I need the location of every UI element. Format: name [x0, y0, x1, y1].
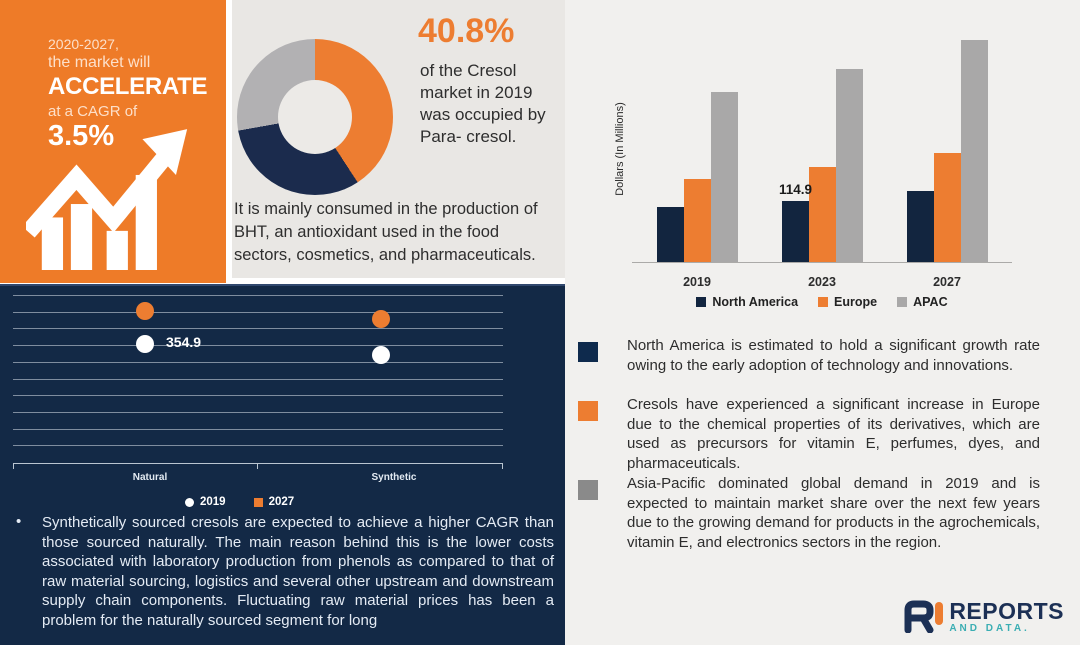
bar-2019-north-america: [657, 207, 684, 262]
legend-item-2019: 2019: [185, 496, 226, 508]
bullet-icon: •: [16, 513, 22, 530]
dot-data-label: 354.9: [166, 334, 202, 350]
cagr-promo-box: 2020-2027, the market will ACCELERATE at…: [0, 0, 226, 283]
axis-tick: [502, 464, 503, 469]
legend-marker-icon: [185, 497, 194, 507]
promo-years: 2020-2027,: [48, 36, 119, 52]
gridline: [13, 429, 503, 430]
dot-synthetic-2027: [372, 310, 390, 328]
legend-swatch-icon: [897, 297, 908, 307]
bullet-text: Asia-Pacific dominated global demand in …: [627, 475, 1040, 551]
promo-accelerate: ACCELERATE: [48, 73, 208, 100]
bar-category-label: 2027: [933, 275, 961, 289]
promo-cagr-line: at a CAGR of: [48, 103, 138, 120]
bar-2027-europe: [934, 153, 961, 262]
bar-2023-apac: [836, 69, 863, 262]
bar-2023-north-america: [782, 201, 809, 262]
bullet-text: Cresols have experienced a significant i…: [627, 396, 1040, 472]
gridline: [13, 395, 503, 396]
dot-plot: 354.9: [13, 295, 503, 469]
donut-headline: 40.8%: [418, 12, 515, 50]
gridline: [13, 362, 503, 363]
region-bullet-asia-pacific: Asia-Pacific dominated global demand in …: [578, 474, 1040, 552]
donut-panel: 40.8% of the Cresol market in 2019 was o…: [232, 0, 565, 278]
gridline: [13, 295, 503, 296]
region-bullet-europe: Cresols have experienced a significant i…: [578, 395, 1040, 473]
logo-text: REPORTS: [949, 598, 1064, 624]
axis-tick: [13, 464, 14, 469]
gridline: [13, 345, 503, 346]
dot-plot-legend: 2019 2027: [185, 496, 294, 508]
navy-panel: 354.9 2019 2027 • Synthetically sourced c…: [0, 284, 565, 645]
gray-square-icon: [578, 480, 598, 500]
paragraph-text: Synthetically sourced cresols are expect…: [42, 514, 554, 629]
promo-cagr-value: 3.5%: [48, 120, 115, 152]
bar-data-label: 114.9: [778, 182, 813, 197]
legend-swatch-icon: [818, 297, 829, 307]
bar-category-label: 2019: [683, 275, 711, 289]
legend-swatch-icon: [696, 297, 707, 307]
synthetic-cresol-paragraph: • Synthetically sourced cresols are expe…: [16, 513, 554, 630]
dot-category-label-synthetic: Synthetic: [371, 472, 417, 483]
navy-square-icon: [578, 342, 598, 362]
bar-2027-north-america: [907, 191, 934, 262]
legend-item-europe: Europe: [818, 295, 877, 309]
gridline: [13, 412, 503, 413]
dot-natural-2019: [136, 335, 154, 353]
gridline: [13, 379, 503, 380]
bar-chart-plot: 2019 2023 2027 114.9: [632, 33, 1012, 289]
gridline: [13, 328, 503, 329]
donut-subtext: of the Cresol market in 2019 was occupie…: [420, 61, 546, 146]
reports-and-data-logo: REPORTS AND DATA.: [902, 599, 1064, 635]
dot-natural-2027: [136, 302, 154, 320]
region-bullet-north-america: North America is estimated to hold a sig…: [578, 336, 1040, 375]
bar-2023-europe: [809, 167, 836, 262]
bar-chart-legend: North America Europe APAC: [632, 295, 1012, 309]
legend-item-2027: 2027: [253, 496, 294, 508]
donut-body-text: It is mainly consumed in the production …: [234, 200, 538, 264]
axis-tick: [257, 464, 258, 469]
bar-2027-apac: [961, 40, 988, 262]
orange-square-icon: [578, 401, 598, 421]
bar-category-label: 2023: [808, 275, 836, 289]
legend-item-north-america: North America: [696, 295, 798, 309]
logo-subtext: AND DATA.: [949, 623, 1030, 634]
bar-2019-apac: [711, 92, 738, 262]
growth-arrow-icon: [26, 129, 188, 270]
promo-line: the market will: [48, 54, 151, 71]
bar-chart-y-axis-label: Dollars (In Millions): [614, 102, 626, 196]
bar-2019-europe: [684, 179, 711, 262]
donut-hole: [278, 80, 352, 154]
dot-synthetic-2019: [372, 346, 390, 364]
gridline: [13, 445, 503, 446]
legend-item-apac: APAC: [897, 295, 948, 309]
bullet-text: North America is estimated to hold a sig…: [627, 337, 1040, 374]
legend-marker-icon: [253, 497, 263, 507]
dot-category-label-natural: Natural: [132, 472, 168, 483]
gridline: [13, 312, 503, 313]
donut-chart: [237, 39, 393, 195]
right-panel: Dollars (In Millions) 2019 2023 2027 114.9 …: [565, 0, 1080, 645]
logo-mark-icon: [904, 600, 944, 633]
